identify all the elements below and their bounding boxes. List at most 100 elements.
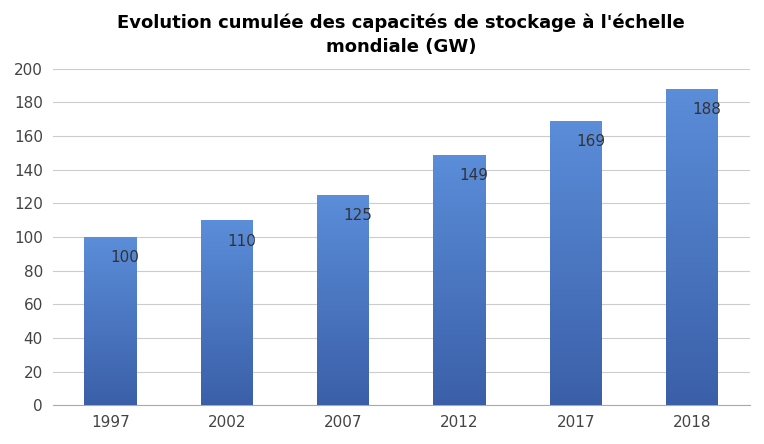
Bar xyxy=(201,285,253,287)
Bar xyxy=(550,326,602,329)
Bar xyxy=(666,139,718,143)
Bar xyxy=(201,388,253,391)
Bar xyxy=(666,234,718,238)
Bar xyxy=(317,241,369,243)
Bar xyxy=(84,358,137,360)
Bar xyxy=(317,210,369,212)
Bar xyxy=(317,342,369,345)
Bar xyxy=(201,350,253,352)
Bar xyxy=(433,313,486,315)
Bar xyxy=(317,336,369,338)
Bar xyxy=(666,136,718,139)
Bar xyxy=(317,262,369,264)
Bar xyxy=(550,141,602,143)
Bar xyxy=(317,399,369,401)
Bar xyxy=(550,161,602,163)
Bar xyxy=(84,303,137,305)
Bar xyxy=(317,248,369,250)
Bar xyxy=(666,339,718,342)
Bar xyxy=(550,400,602,403)
Bar xyxy=(433,353,486,355)
Bar xyxy=(550,303,602,306)
Bar xyxy=(433,235,486,237)
Bar xyxy=(201,294,253,296)
Bar xyxy=(317,279,369,281)
Bar xyxy=(201,255,253,257)
Bar xyxy=(317,271,369,273)
Bar xyxy=(201,231,253,233)
Bar xyxy=(666,310,718,313)
Bar xyxy=(84,272,137,274)
Bar xyxy=(550,229,602,232)
Bar xyxy=(666,95,718,99)
Bar xyxy=(433,265,486,267)
Bar xyxy=(550,360,602,363)
Bar xyxy=(550,235,602,238)
Bar xyxy=(433,267,486,270)
Bar xyxy=(317,266,369,269)
Bar xyxy=(666,329,718,333)
Bar xyxy=(317,275,369,277)
Bar xyxy=(666,352,718,355)
Bar xyxy=(550,132,602,135)
Bar xyxy=(317,237,369,239)
Bar xyxy=(550,323,602,326)
Bar xyxy=(433,172,486,174)
Bar xyxy=(433,370,486,373)
Bar xyxy=(201,266,253,268)
Bar xyxy=(84,353,137,355)
Bar xyxy=(550,266,602,269)
Bar xyxy=(550,169,602,172)
Bar xyxy=(84,385,137,387)
Bar xyxy=(317,226,369,229)
Bar xyxy=(84,352,137,353)
Bar xyxy=(550,223,602,226)
Bar xyxy=(550,124,602,127)
Bar xyxy=(317,243,369,246)
Bar xyxy=(317,195,369,197)
Bar xyxy=(550,172,602,175)
Bar xyxy=(317,254,369,256)
Bar xyxy=(433,340,486,343)
Bar xyxy=(550,292,602,294)
Bar xyxy=(550,383,602,385)
Bar xyxy=(317,359,369,361)
Bar xyxy=(433,337,486,340)
Bar xyxy=(433,242,486,245)
Bar xyxy=(201,394,253,396)
Bar xyxy=(317,264,369,266)
Bar xyxy=(317,363,369,365)
Bar xyxy=(201,324,253,326)
Bar xyxy=(201,348,253,350)
Bar xyxy=(433,287,486,290)
Bar xyxy=(201,317,253,318)
Bar xyxy=(433,378,486,381)
Bar xyxy=(201,244,253,246)
Bar xyxy=(666,336,718,339)
Bar xyxy=(433,194,486,197)
Bar xyxy=(550,201,602,203)
Bar xyxy=(433,260,486,262)
Bar xyxy=(201,363,253,365)
Bar xyxy=(84,360,137,361)
Bar xyxy=(317,233,369,235)
Bar xyxy=(433,230,486,232)
Bar xyxy=(666,257,718,260)
Bar xyxy=(666,383,718,386)
Bar xyxy=(550,121,602,124)
Bar xyxy=(550,272,602,274)
Bar xyxy=(550,371,602,374)
Bar xyxy=(84,294,137,296)
Bar xyxy=(666,209,718,212)
Bar xyxy=(666,399,718,402)
Bar xyxy=(433,155,486,157)
Bar xyxy=(317,325,369,328)
Bar xyxy=(317,365,369,368)
Bar xyxy=(317,283,369,285)
Bar xyxy=(317,376,369,378)
Text: 100: 100 xyxy=(111,250,139,266)
Bar xyxy=(433,273,486,275)
Bar xyxy=(317,393,369,395)
Bar xyxy=(433,200,486,202)
Bar xyxy=(550,240,602,243)
